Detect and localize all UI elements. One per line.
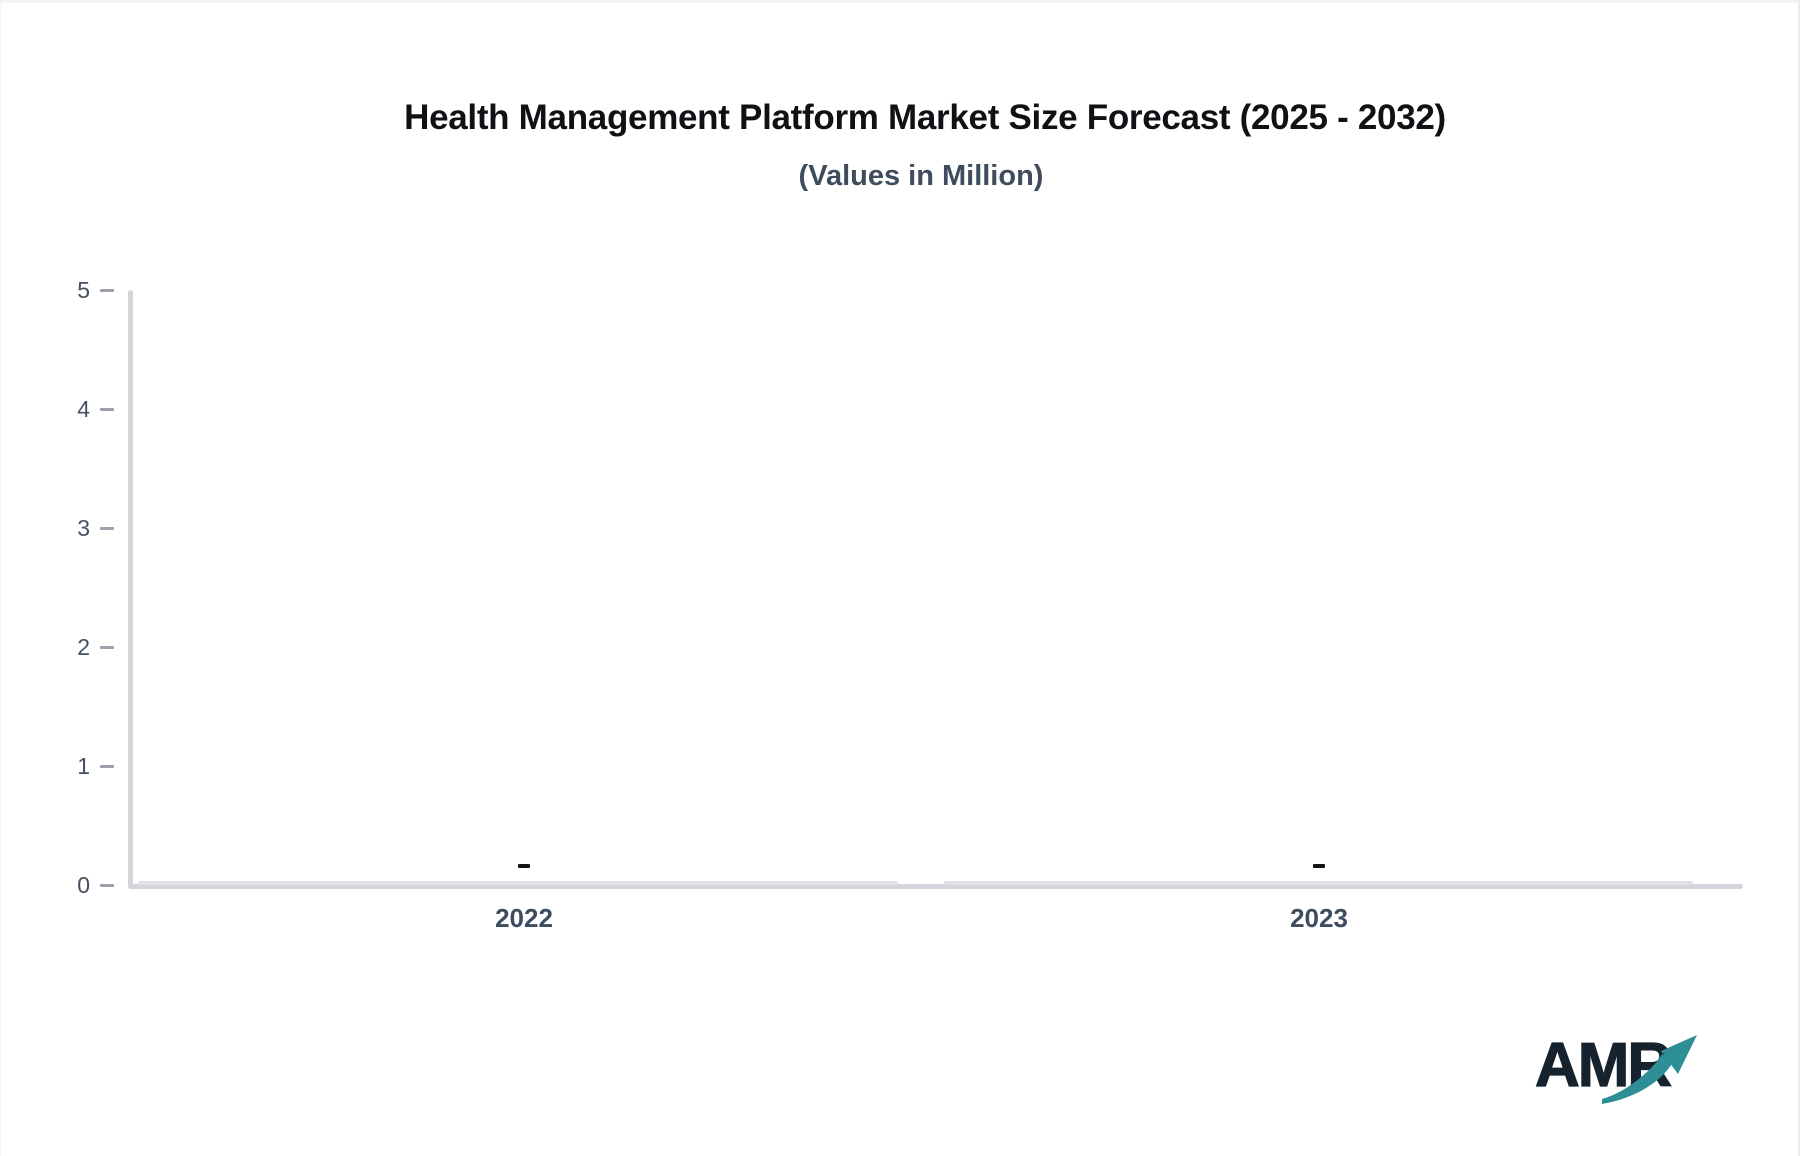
chart-title: Health Management Platform Market Size F… [404, 98, 1446, 137]
y-tick-mark [100, 407, 114, 411]
value-dash-label [1313, 864, 1325, 868]
y-tick-label: 3 [77, 515, 90, 541]
y-tick-mark [100, 288, 114, 292]
y-axis-line [128, 290, 133, 888]
chart-subtitle: (Values in Million) [798, 160, 1044, 192]
y-tick-mark [100, 883, 114, 887]
y-tick-label: 2 [77, 634, 90, 660]
bar [138, 881, 898, 885]
bar [944, 881, 1693, 885]
y-tick-label: 4 [77, 396, 90, 422]
y-tick-mark [100, 526, 114, 530]
page-left-edge [0, 0, 1, 1156]
y-tick-mark [100, 645, 114, 649]
y-tick-label: 5 [77, 277, 90, 303]
amr-logo: AMR [1534, 1030, 1750, 1125]
logo-growth-arrow-icon [1602, 1035, 1697, 1104]
value-dash-label [518, 864, 530, 868]
x-category-label: 2022 [495, 903, 553, 933]
page-top-edge [0, 0, 1800, 3]
page-right-edge [1798, 0, 1800, 1156]
x-category-label: 2023 [1290, 903, 1348, 933]
y-tick-mark [100, 764, 114, 768]
y-tick-label: 1 [77, 753, 90, 779]
amr-logo-text: AMR [1534, 1030, 1672, 1100]
y-tick-label: 0 [77, 872, 90, 898]
x-axis-line [128, 884, 1743, 889]
